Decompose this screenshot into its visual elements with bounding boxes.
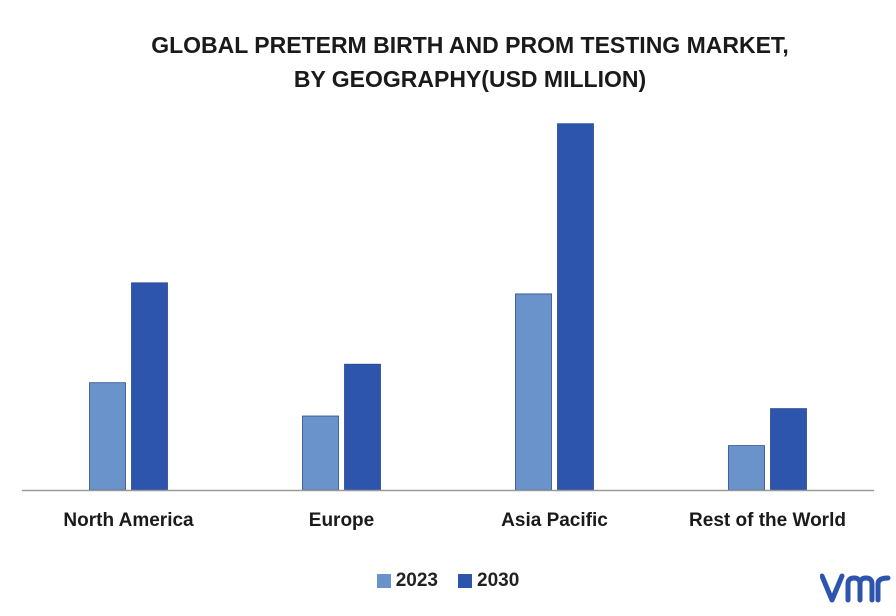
x-tick-label: Asia Pacific bbox=[501, 510, 608, 531]
legend-item-2023: 2023 bbox=[376, 570, 438, 592]
bar-north-america-2030 bbox=[131, 282, 168, 491]
chart-title-line-2: BY GEOGRAPHY(USD MILLION) bbox=[293, 66, 647, 92]
x-tick-label: North America bbox=[63, 510, 194, 531]
bar-europe-2023 bbox=[302, 415, 339, 491]
x-tick-label: Europe bbox=[309, 510, 374, 531]
vmr-logo-icon bbox=[820, 573, 891, 603]
bar-europe-2030 bbox=[344, 363, 381, 491]
bar-north-america-2023 bbox=[89, 382, 126, 491]
x-tick-labels: North America Europe Asia Pacific Rest of t… bbox=[63, 510, 846, 531]
legend-item-2030: 2030 bbox=[458, 570, 519, 592]
chart-title: GLOBAL PRETERM BIRTH AND PROM TESTING MA… bbox=[60, 28, 880, 96]
bar-rest-of-the-world-2023 bbox=[728, 445, 765, 491]
legend-swatch bbox=[458, 574, 472, 588]
bars-group bbox=[89, 123, 807, 491]
bar-asia-pacific-2023 bbox=[515, 293, 552, 491]
bar-asia-pacific-2030 bbox=[557, 123, 594, 491]
legend-label: 2030 bbox=[477, 570, 520, 591]
bar-rest-of-the-world-2030 bbox=[770, 408, 807, 491]
legend: 2023 2030 bbox=[0, 570, 896, 592]
legend-swatch bbox=[376, 574, 391, 588]
chart-title-line-1: GLOBAL PRETERM BIRTH AND PROM TESTING MA… bbox=[151, 32, 789, 58]
legend-label: 2023 bbox=[395, 570, 438, 591]
x-tick-label: Rest of the World bbox=[689, 510, 846, 531]
